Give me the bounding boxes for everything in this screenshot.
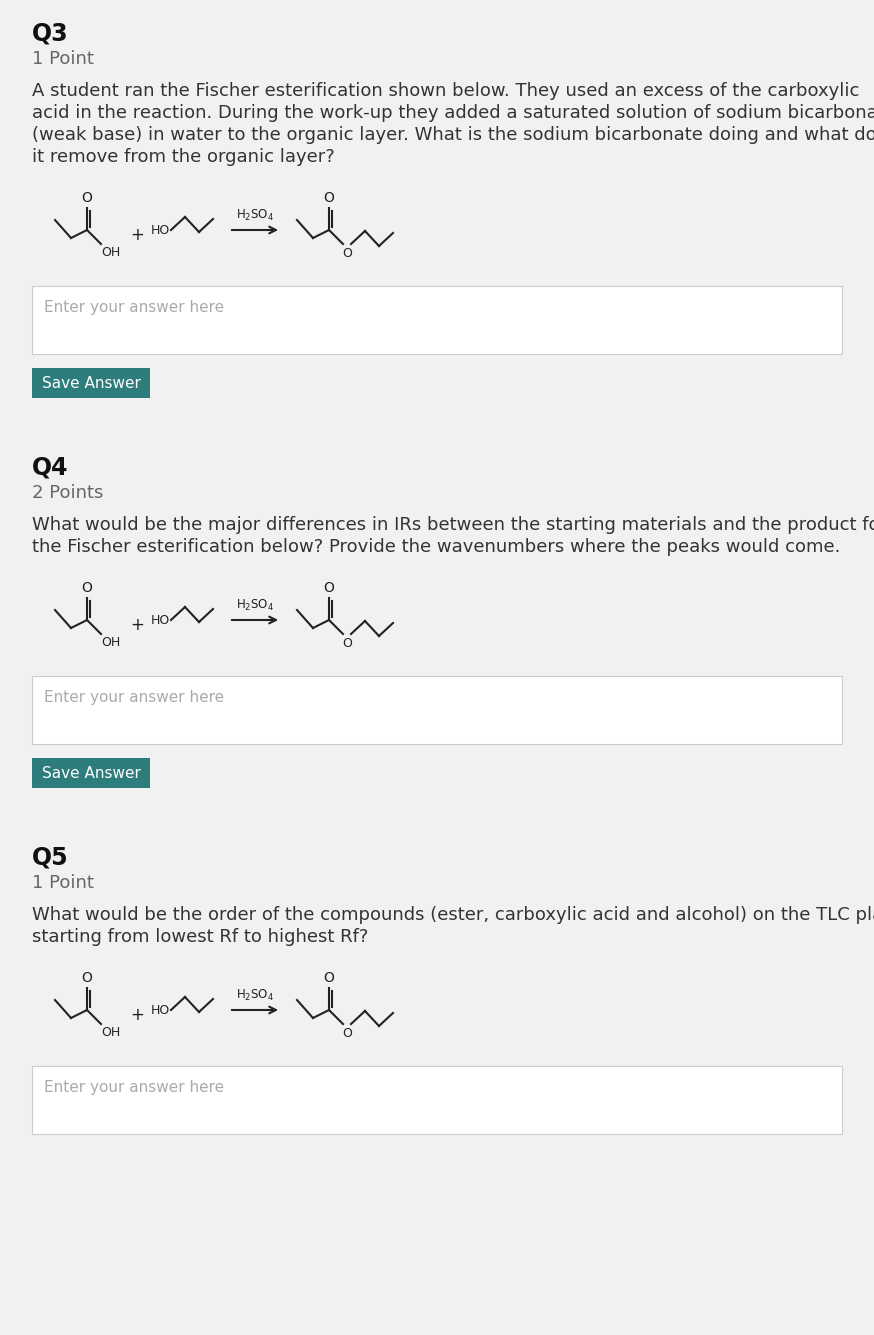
FancyBboxPatch shape (32, 758, 150, 788)
Text: O: O (81, 581, 93, 595)
Text: acid in the reaction. During the work-up they added a saturated solution of sodi: acid in the reaction. During the work-up… (32, 104, 874, 121)
Text: +: + (130, 226, 144, 244)
Text: OH: OH (101, 246, 121, 259)
Text: +: + (130, 615, 144, 634)
FancyBboxPatch shape (32, 1067, 842, 1133)
Text: OH: OH (101, 635, 121, 649)
Text: HO: HO (151, 223, 170, 236)
Text: O: O (342, 637, 352, 650)
Text: H$_2$SO$_4$: H$_2$SO$_4$ (236, 598, 274, 613)
Text: Enter your answer here: Enter your answer here (44, 690, 224, 705)
Text: O: O (323, 971, 335, 985)
Text: O: O (81, 971, 93, 985)
Text: H$_2$SO$_4$: H$_2$SO$_4$ (236, 988, 274, 1003)
Text: +: + (130, 1007, 144, 1024)
Text: What would be the major differences in IRs between the starting materials and th: What would be the major differences in I… (32, 517, 874, 534)
FancyBboxPatch shape (32, 676, 842, 744)
Text: What would be the order of the compounds (ester, carboxylic acid and alcohol) on: What would be the order of the compounds… (32, 906, 874, 924)
Text: H$_2$SO$_4$: H$_2$SO$_4$ (236, 208, 274, 223)
Text: Q4: Q4 (32, 457, 68, 481)
Text: 1 Point: 1 Point (32, 874, 94, 892)
Text: Enter your answer here: Enter your answer here (44, 1080, 224, 1095)
Text: O: O (81, 191, 93, 206)
Text: HO: HO (151, 1004, 170, 1016)
Text: O: O (323, 581, 335, 595)
Text: Save Answer: Save Answer (42, 375, 141, 391)
Text: Q5: Q5 (32, 846, 69, 870)
Text: the Fischer esterification below? Provide the wavenumbers where the peaks would : the Fischer esterification below? Provid… (32, 538, 841, 555)
Text: 1 Point: 1 Point (32, 49, 94, 68)
Text: starting from lowest Rf to highest Rf?: starting from lowest Rf to highest Rf? (32, 928, 368, 947)
Text: it remove from the organic layer?: it remove from the organic layer? (32, 148, 335, 166)
Text: O: O (323, 191, 335, 206)
Text: O: O (342, 247, 352, 260)
Text: A student ran the Fischer esterification shown below. They used an excess of the: A student ran the Fischer esterification… (32, 81, 859, 100)
Text: Save Answer: Save Answer (42, 765, 141, 781)
FancyBboxPatch shape (32, 286, 842, 354)
Text: OH: OH (101, 1027, 121, 1039)
Text: Q3: Q3 (32, 21, 69, 45)
Text: 2 Points: 2 Points (32, 485, 103, 502)
FancyBboxPatch shape (32, 368, 150, 398)
Text: (weak base) in water to the organic layer. What is the sodium bicarbonate doing : (weak base) in water to the organic laye… (32, 125, 874, 144)
Text: Enter your answer here: Enter your answer here (44, 300, 224, 315)
Text: HO: HO (151, 614, 170, 626)
Text: O: O (342, 1027, 352, 1040)
